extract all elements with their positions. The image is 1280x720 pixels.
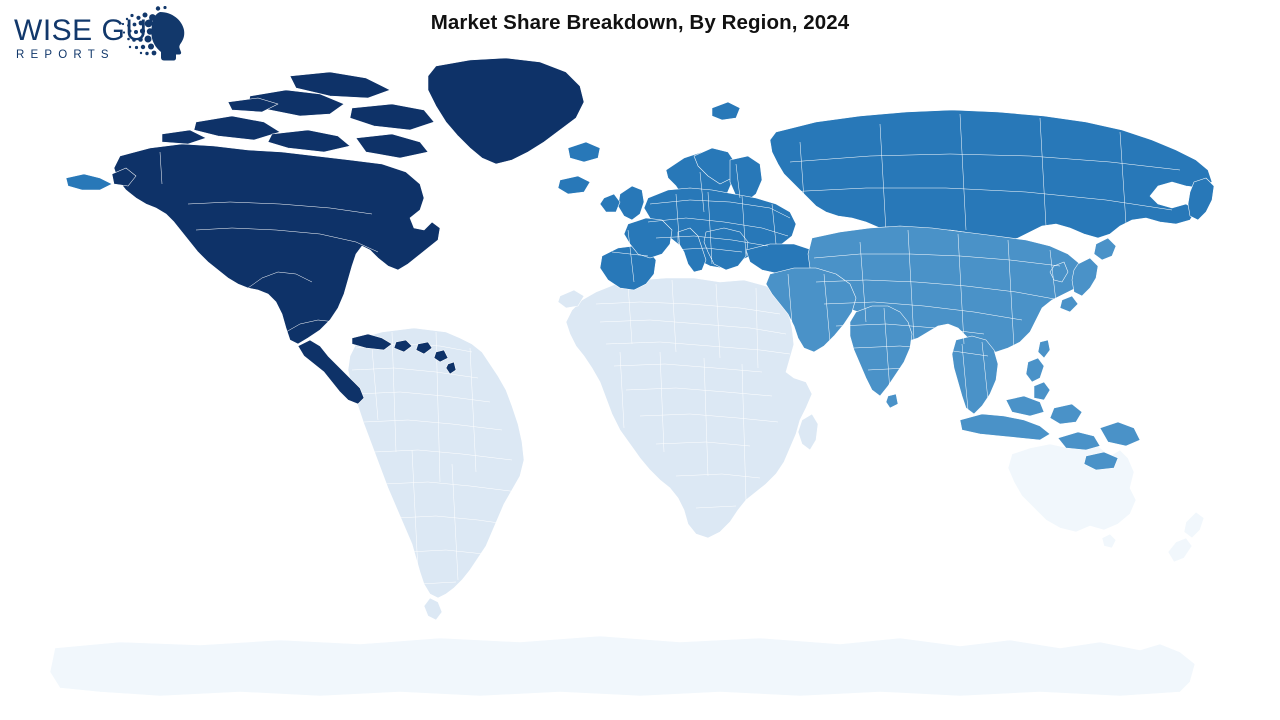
page-title: Market Share Breakdown, By Region, 2024 [430, 11, 850, 34]
logo-svg: WISE GUY REPORTS [14, 6, 185, 61]
europe-internal-borders [611, 113, 1181, 283]
head-profile-dots-icon [121, 6, 185, 61]
world-choropleth-map [0, 52, 1280, 720]
world-map-container [0, 52, 1280, 720]
region-europe [66, 102, 1214, 290]
region-antarctica [50, 636, 1195, 696]
region-south-america [348, 328, 524, 620]
south-america-internal-borders [351, 331, 519, 585]
region-asia-pacific [766, 226, 1140, 470]
africa-internal-borders [595, 279, 791, 509]
region-north-america [112, 58, 584, 404]
wise-guy-reports-logo: WISE GUY REPORTS [10, 6, 200, 64]
logo-line2-text: REPORTS [16, 49, 115, 61]
asia-internal-borders [787, 229, 1061, 411]
north-america-internal-borders [159, 151, 379, 333]
region-africa [558, 278, 818, 538]
